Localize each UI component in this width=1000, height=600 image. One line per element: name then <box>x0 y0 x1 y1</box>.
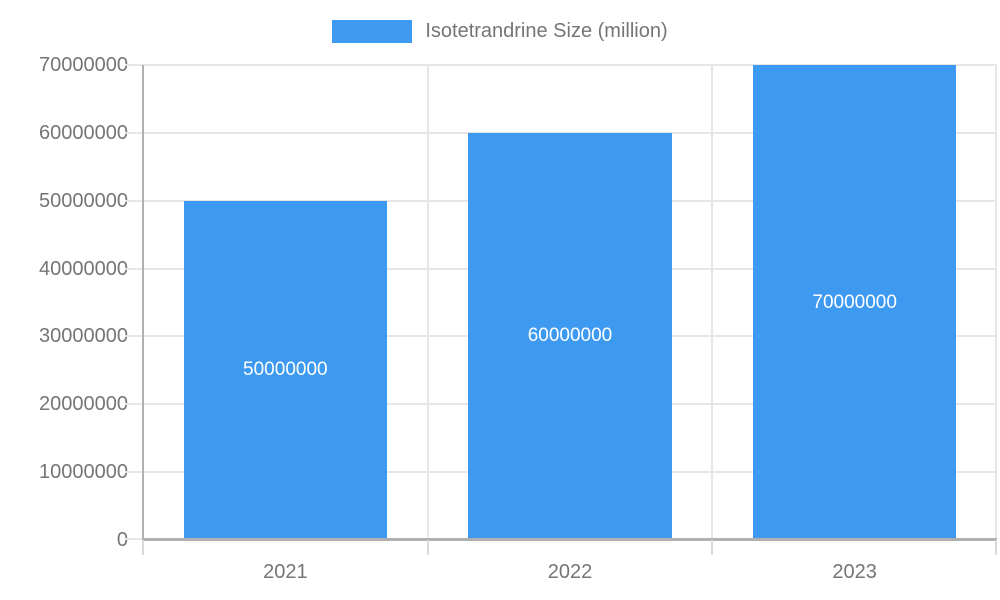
bar-value-label: 50000000 <box>243 359 328 381</box>
y-tick-label: 0 <box>116 529 128 551</box>
x-axis-labels: 2021 2022 2023 <box>143 561 997 584</box>
gridline <box>995 65 997 540</box>
x-axis-line <box>143 538 997 541</box>
gridline <box>125 64 997 66</box>
category-2023: 70000000 <box>712 65 997 540</box>
legend-swatch-icon <box>332 20 413 43</box>
gridline <box>711 65 714 540</box>
axis-tick <box>125 538 143 540</box>
category-2021: 50000000 <box>143 65 428 540</box>
y-tick-label: 50000000 <box>39 190 128 212</box>
gridline <box>426 65 429 540</box>
y-tick-label: 10000000 <box>39 461 128 483</box>
plot-area: 50000000 60000000 70000000 <box>125 64 997 555</box>
chart-legend[interactable]: Isotetrandrine Size (million) <box>0 18 1000 45</box>
gridline <box>125 131 997 134</box>
axis-tick <box>711 540 714 555</box>
y-tick-label: 30000000 <box>39 325 128 347</box>
x-tick-label-2023: 2023 <box>832 561 877 583</box>
bar-value-label: 70000000 <box>812 291 897 313</box>
bar-value-label: 60000000 <box>527 325 613 347</box>
x-tick-label-2021: 2021 <box>263 561 308 583</box>
legend-label: Isotetrandrine Size (million) <box>425 20 668 42</box>
y-tick-label: 20000000 <box>39 393 128 415</box>
axis-tick <box>426 540 429 555</box>
y-tick-label: 40000000 <box>39 258 128 280</box>
x-tick-label-2022: 2022 <box>547 561 593 583</box>
bar-series: 50000000 60000000 70000000 <box>143 65 997 540</box>
y-tick-label: 60000000 <box>39 122 128 144</box>
bar-2021[interactable]: 50000000 <box>183 200 388 540</box>
category-2022: 60000000 <box>428 65 713 540</box>
y-tick-label: 70000000 <box>39 54 128 76</box>
bar-2022[interactable]: 60000000 <box>468 132 672 540</box>
bar-2023[interactable]: 70000000 <box>752 65 957 540</box>
y-axis-line <box>142 65 144 548</box>
axis-tick <box>995 540 997 555</box>
axis-tick <box>142 540 144 555</box>
